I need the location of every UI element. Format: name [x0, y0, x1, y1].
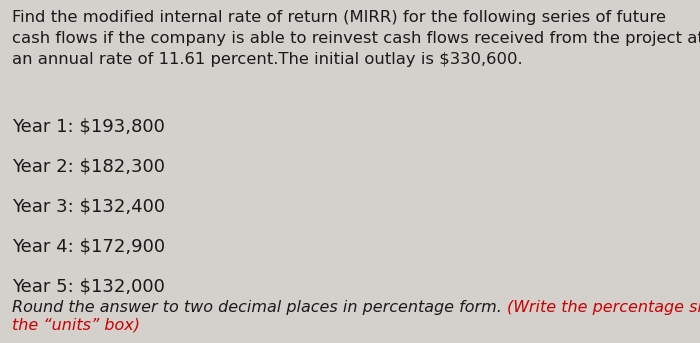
Text: (Write the percentage sign in: (Write the percentage sign in: [507, 300, 700, 315]
Text: Year 1: $193,800: Year 1: $193,800: [12, 118, 165, 136]
Text: the “units” box): the “units” box): [12, 318, 140, 333]
Text: Year 3: $132,400: Year 3: $132,400: [12, 198, 165, 216]
Text: Year 5: $132,000: Year 5: $132,000: [12, 278, 165, 296]
Text: Year 2: $182,300: Year 2: $182,300: [12, 158, 165, 176]
Text: Round the answer to two decimal places in percentage form.: Round the answer to two decimal places i…: [12, 300, 507, 315]
Text: Year 4: $172,900: Year 4: $172,900: [12, 238, 165, 256]
Text: Find the modified internal rate of return (MIRR) for the following series of fut: Find the modified internal rate of retur…: [12, 10, 700, 67]
